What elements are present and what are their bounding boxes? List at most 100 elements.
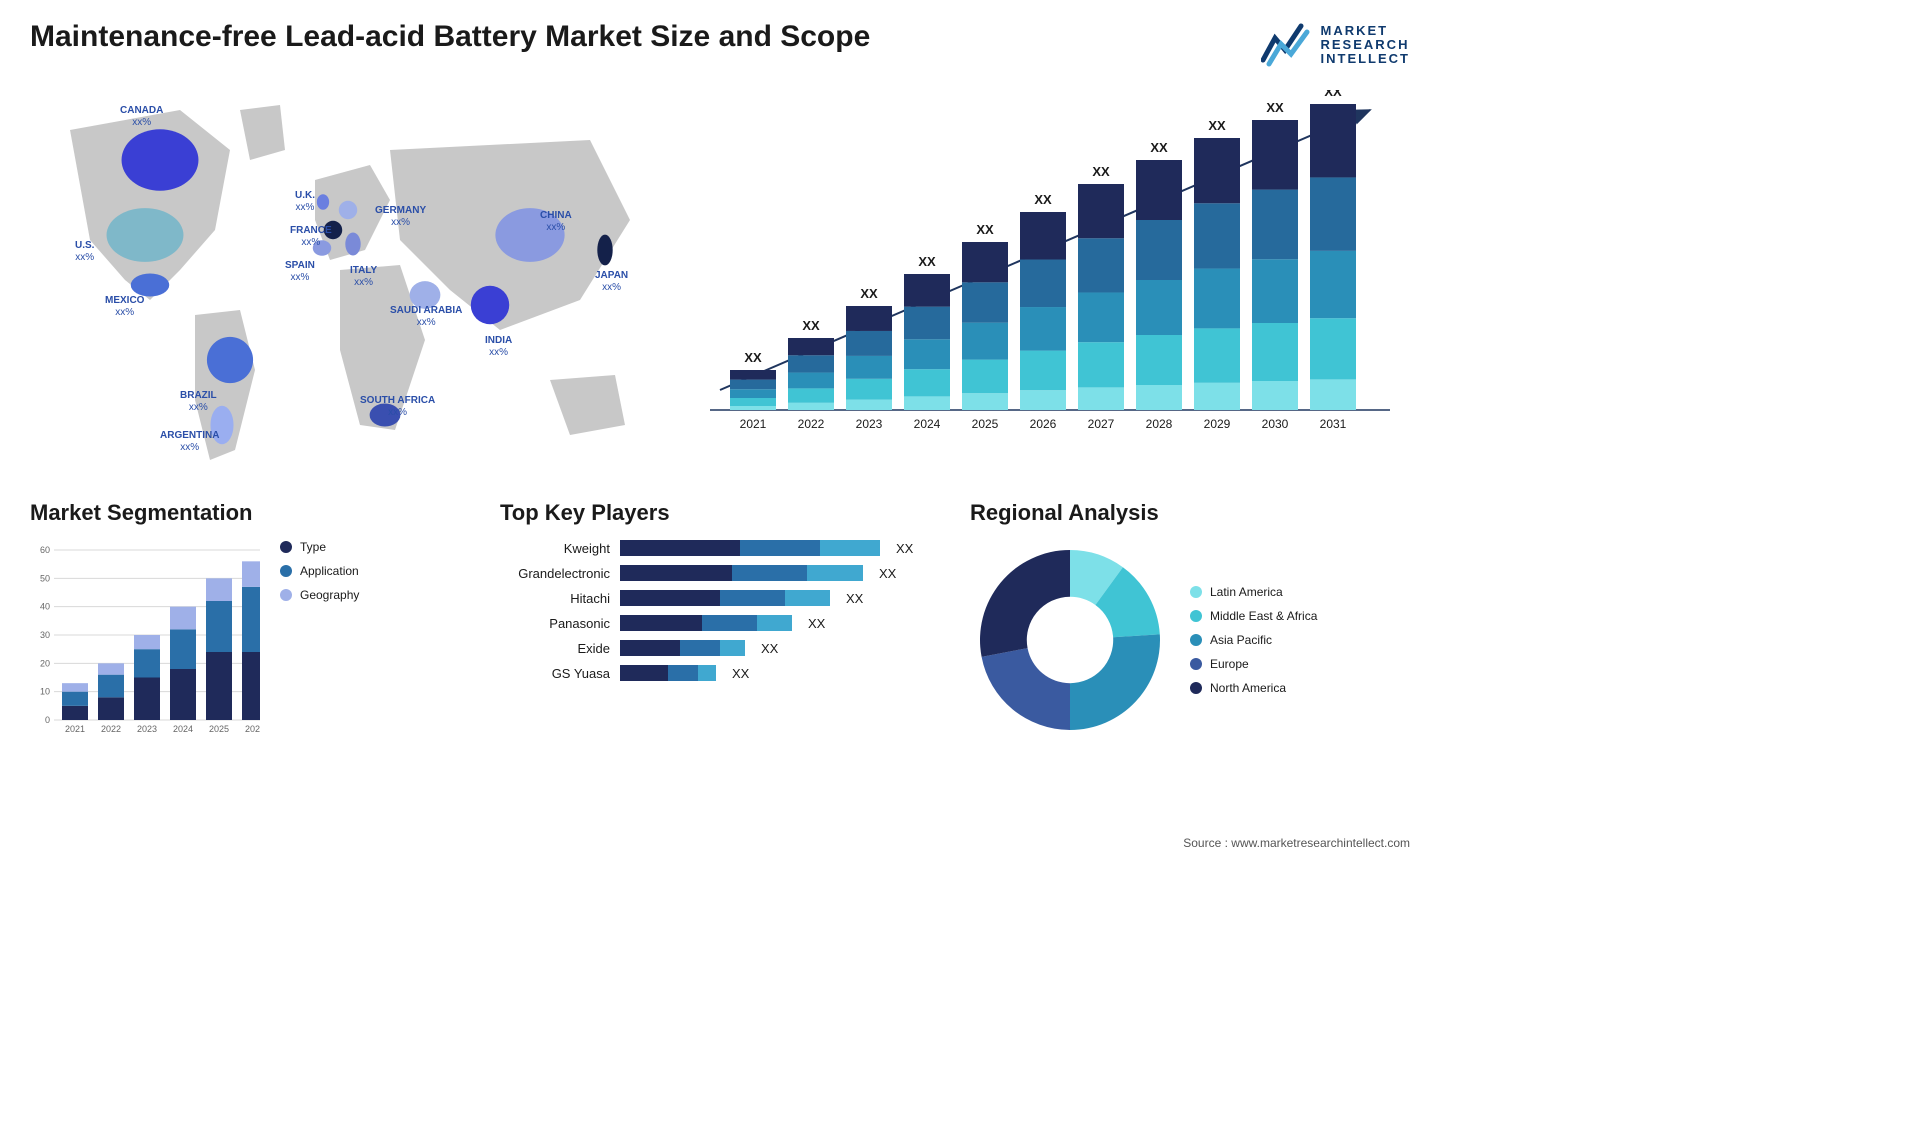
player-value: XX	[808, 616, 825, 631]
players-title: Top Key Players	[500, 500, 940, 526]
player-name: Panasonic	[500, 616, 610, 631]
page-title: Maintenance-free Lead-acid Battery Marke…	[30, 20, 870, 54]
regional-legend-item: Latin America	[1190, 585, 1317, 599]
players-panel: Top Key Players KweightXXGrandelectronic…	[500, 500, 940, 740]
regional-legend: Latin America Middle East & Africa Asia Pa…	[1190, 585, 1317, 695]
regional-donut-chart	[970, 540, 1170, 740]
world-map: CANADAxx% U.S.xx% MEXICOxx% BRAZILxx% ARGENT…	[30, 90, 670, 470]
map-label-canada: CANADAxx%	[120, 105, 163, 129]
svg-text:XX: XX	[918, 254, 936, 269]
source-attribution: Source : www.marketresearchintellect.com	[1183, 836, 1410, 850]
svg-text:30: 30	[40, 630, 50, 640]
map-label-spain: SPAINxx%	[285, 260, 315, 284]
svg-text:XX: XX	[744, 350, 762, 365]
svg-text:2022: 2022	[101, 724, 121, 734]
svg-text:2025: 2025	[209, 724, 229, 734]
svg-text:60: 60	[40, 545, 50, 555]
player-row: GS Yuasa XX	[500, 665, 940, 681]
segmentation-panel: Market Segmentation 0 10 20 30 40 50 60 2021 202…	[30, 500, 470, 740]
svg-text:2031: 2031	[1320, 417, 1347, 431]
player-bar	[620, 615, 792, 631]
player-name: Exide	[500, 641, 610, 656]
segmentation-legend: Type Application Geography	[280, 540, 359, 740]
map-label-saudi-arabia: SAUDI ARABIAxx%	[390, 305, 462, 329]
player-value: XX	[761, 641, 778, 656]
svg-text:XX: XX	[1092, 164, 1110, 179]
svg-text:10: 10	[40, 687, 50, 697]
svg-text:2025: 2025	[972, 417, 999, 431]
map-label-france: FRANCExx%	[290, 225, 332, 249]
player-bar	[620, 665, 716, 681]
map-label-italy: ITALYxx%	[350, 265, 377, 289]
player-row: Panasonic XX	[500, 615, 940, 631]
svg-text:XX: XX	[1266, 100, 1284, 115]
player-value: XX	[732, 666, 749, 681]
regional-title: Regional Analysis	[970, 500, 1410, 526]
seg-legend-item: Type	[280, 540, 359, 554]
map-label-germany: GERMANYxx%	[375, 205, 426, 229]
svg-text:2022: 2022	[798, 417, 825, 431]
svg-text:2026: 2026	[245, 724, 260, 734]
player-bar	[620, 590, 830, 606]
regional-legend-item: North America	[1190, 681, 1317, 695]
player-bar	[620, 540, 880, 556]
map-label-japan: JAPANxx%	[595, 270, 628, 294]
svg-text:XX: XX	[1324, 90, 1342, 99]
svg-text:XX: XX	[802, 318, 820, 333]
player-name: Hitachi	[500, 591, 610, 606]
player-value: XX	[896, 541, 913, 556]
svg-text:2021: 2021	[65, 724, 85, 734]
regional-legend-item: Europe	[1190, 657, 1317, 671]
svg-text:2027: 2027	[1088, 417, 1115, 431]
regional-legend-item: Asia Pacific	[1190, 633, 1317, 647]
player-row: Grandelectronic XX	[500, 565, 940, 581]
player-row: Exide XX	[500, 640, 940, 656]
svg-text:XX: XX	[1208, 118, 1226, 133]
player-name: Kweight	[500, 541, 610, 556]
svg-text:XX: XX	[860, 286, 878, 301]
player-bar	[620, 640, 745, 656]
svg-text:2024: 2024	[173, 724, 193, 734]
market-growth-chart: XX 2021 XX 2022 XX 2023 XX 2024 XX 2025 XX 2026 XX 20…	[710, 90, 1410, 470]
svg-text:XX: XX	[1034, 192, 1052, 207]
player-name: GS Yuasa	[500, 666, 610, 681]
player-value: XX	[879, 566, 896, 581]
svg-text:2030: 2030	[1262, 417, 1289, 431]
svg-text:40: 40	[40, 602, 50, 612]
svg-text:XX: XX	[976, 222, 994, 237]
player-value: XX	[846, 591, 863, 606]
map-label-south-africa: SOUTH AFRICAxx%	[360, 395, 435, 419]
segmentation-title: Market Segmentation	[30, 500, 470, 526]
svg-text:0: 0	[45, 715, 50, 725]
seg-legend-item: Application	[280, 564, 359, 578]
svg-text:2028: 2028	[1146, 417, 1173, 431]
seg-legend-item: Geography	[280, 588, 359, 602]
logo-line3: INTELLECT	[1321, 52, 1411, 66]
logo-mark-icon	[1261, 20, 1311, 70]
player-row: Kweight XX	[500, 540, 940, 556]
svg-text:2026: 2026	[1030, 417, 1057, 431]
svg-text:XX: XX	[1150, 140, 1168, 155]
map-label-brazil: BRAZILxx%	[180, 390, 217, 414]
svg-text:2021: 2021	[740, 417, 767, 431]
svg-text:2029: 2029	[1204, 417, 1231, 431]
map-label-mexico: MEXICOxx%	[105, 295, 144, 319]
regional-legend-item: Middle East & Africa	[1190, 609, 1317, 623]
map-label-china: CHINAxx%	[540, 210, 572, 234]
svg-text:20: 20	[40, 658, 50, 668]
logo-line2: RESEARCH	[1321, 38, 1411, 52]
map-label-u-k-: U.K.xx%	[295, 190, 315, 214]
brand-logo: MARKET RESEARCH INTELLECT	[1261, 20, 1411, 70]
player-bar	[620, 565, 863, 581]
player-name: Grandelectronic	[500, 566, 610, 581]
svg-text:2024: 2024	[914, 417, 941, 431]
svg-text:2023: 2023	[137, 724, 157, 734]
map-label-india: INDIAxx%	[485, 335, 512, 359]
map-label-u-s-: U.S.xx%	[75, 240, 94, 264]
regional-panel: Regional Analysis Latin America Middle Ea…	[970, 500, 1410, 740]
logo-line1: MARKET	[1321, 24, 1411, 38]
svg-text:50: 50	[40, 573, 50, 583]
svg-text:2023: 2023	[856, 417, 883, 431]
map-label-argentina: ARGENTINAxx%	[160, 430, 219, 454]
player-row: Hitachi XX	[500, 590, 940, 606]
